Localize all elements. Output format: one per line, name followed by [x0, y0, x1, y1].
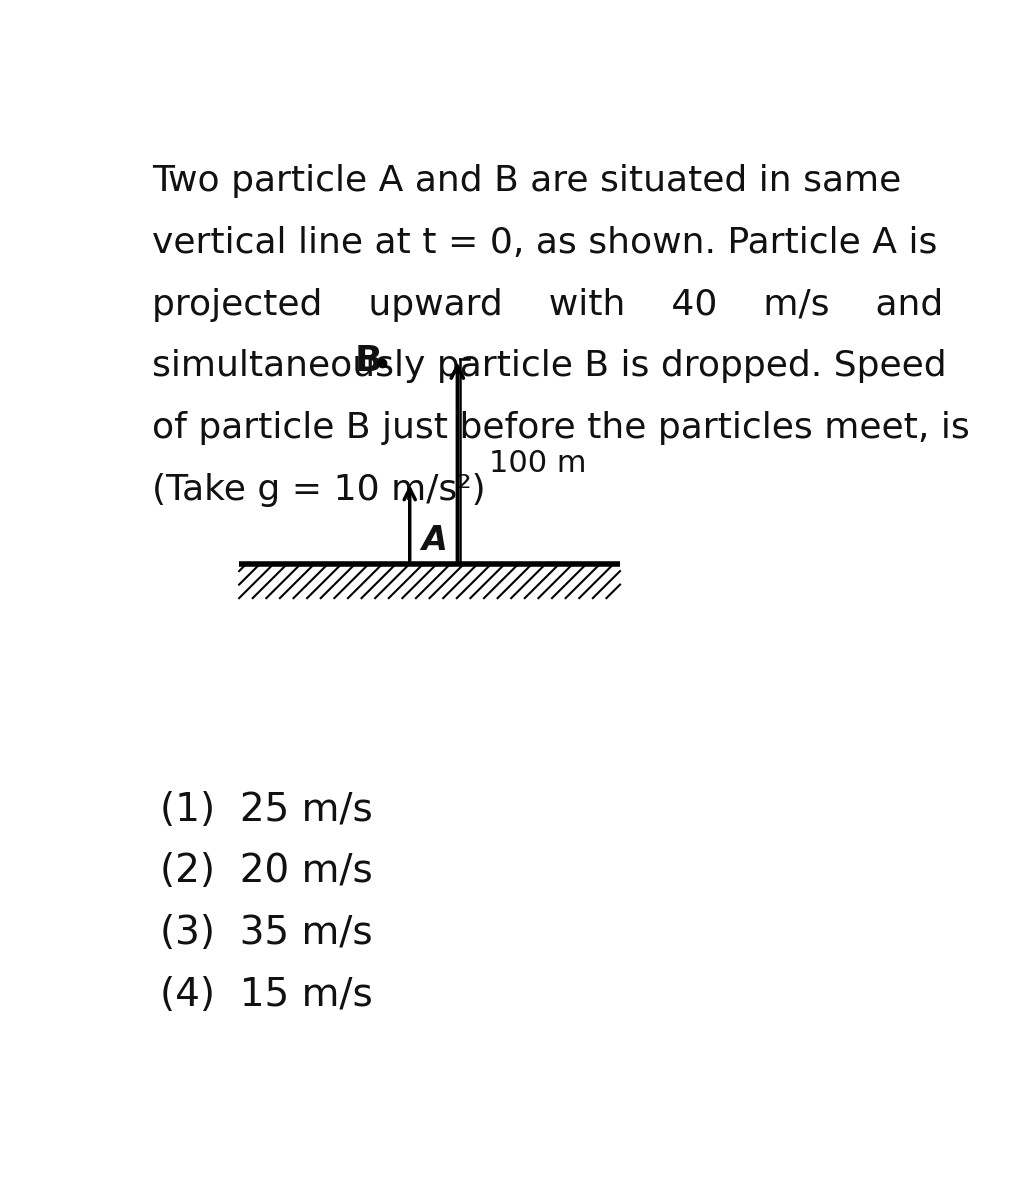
Text: (3)  35 m/s: (3) 35 m/s — [160, 914, 373, 953]
Text: Two particle A and B are situated in same: Two particle A and B are situated in sam… — [152, 164, 901, 198]
Text: 100 m: 100 m — [489, 449, 587, 479]
Text: vertical line at t = 0, as shown. Particle A is: vertical line at t = 0, as shown. Partic… — [152, 226, 937, 259]
Text: (4)  15 m/s: (4) 15 m/s — [160, 976, 373, 1014]
Text: projected    upward    with    40    m/s    and: projected upward with 40 m/s and — [152, 288, 943, 322]
Text: (1)  25 m/s: (1) 25 m/s — [160, 791, 373, 829]
Text: B: B — [354, 344, 382, 378]
Text: (Take g = 10 m/s²): (Take g = 10 m/s²) — [152, 473, 485, 507]
Text: A: A — [422, 525, 447, 558]
Text: simultaneously particle B is dropped. Speed: simultaneously particle B is dropped. Sp… — [152, 349, 946, 383]
Text: of particle B just before the particles meet, is: of particle B just before the particles … — [152, 411, 970, 446]
Text: (2)  20 m/s: (2) 20 m/s — [160, 852, 373, 890]
